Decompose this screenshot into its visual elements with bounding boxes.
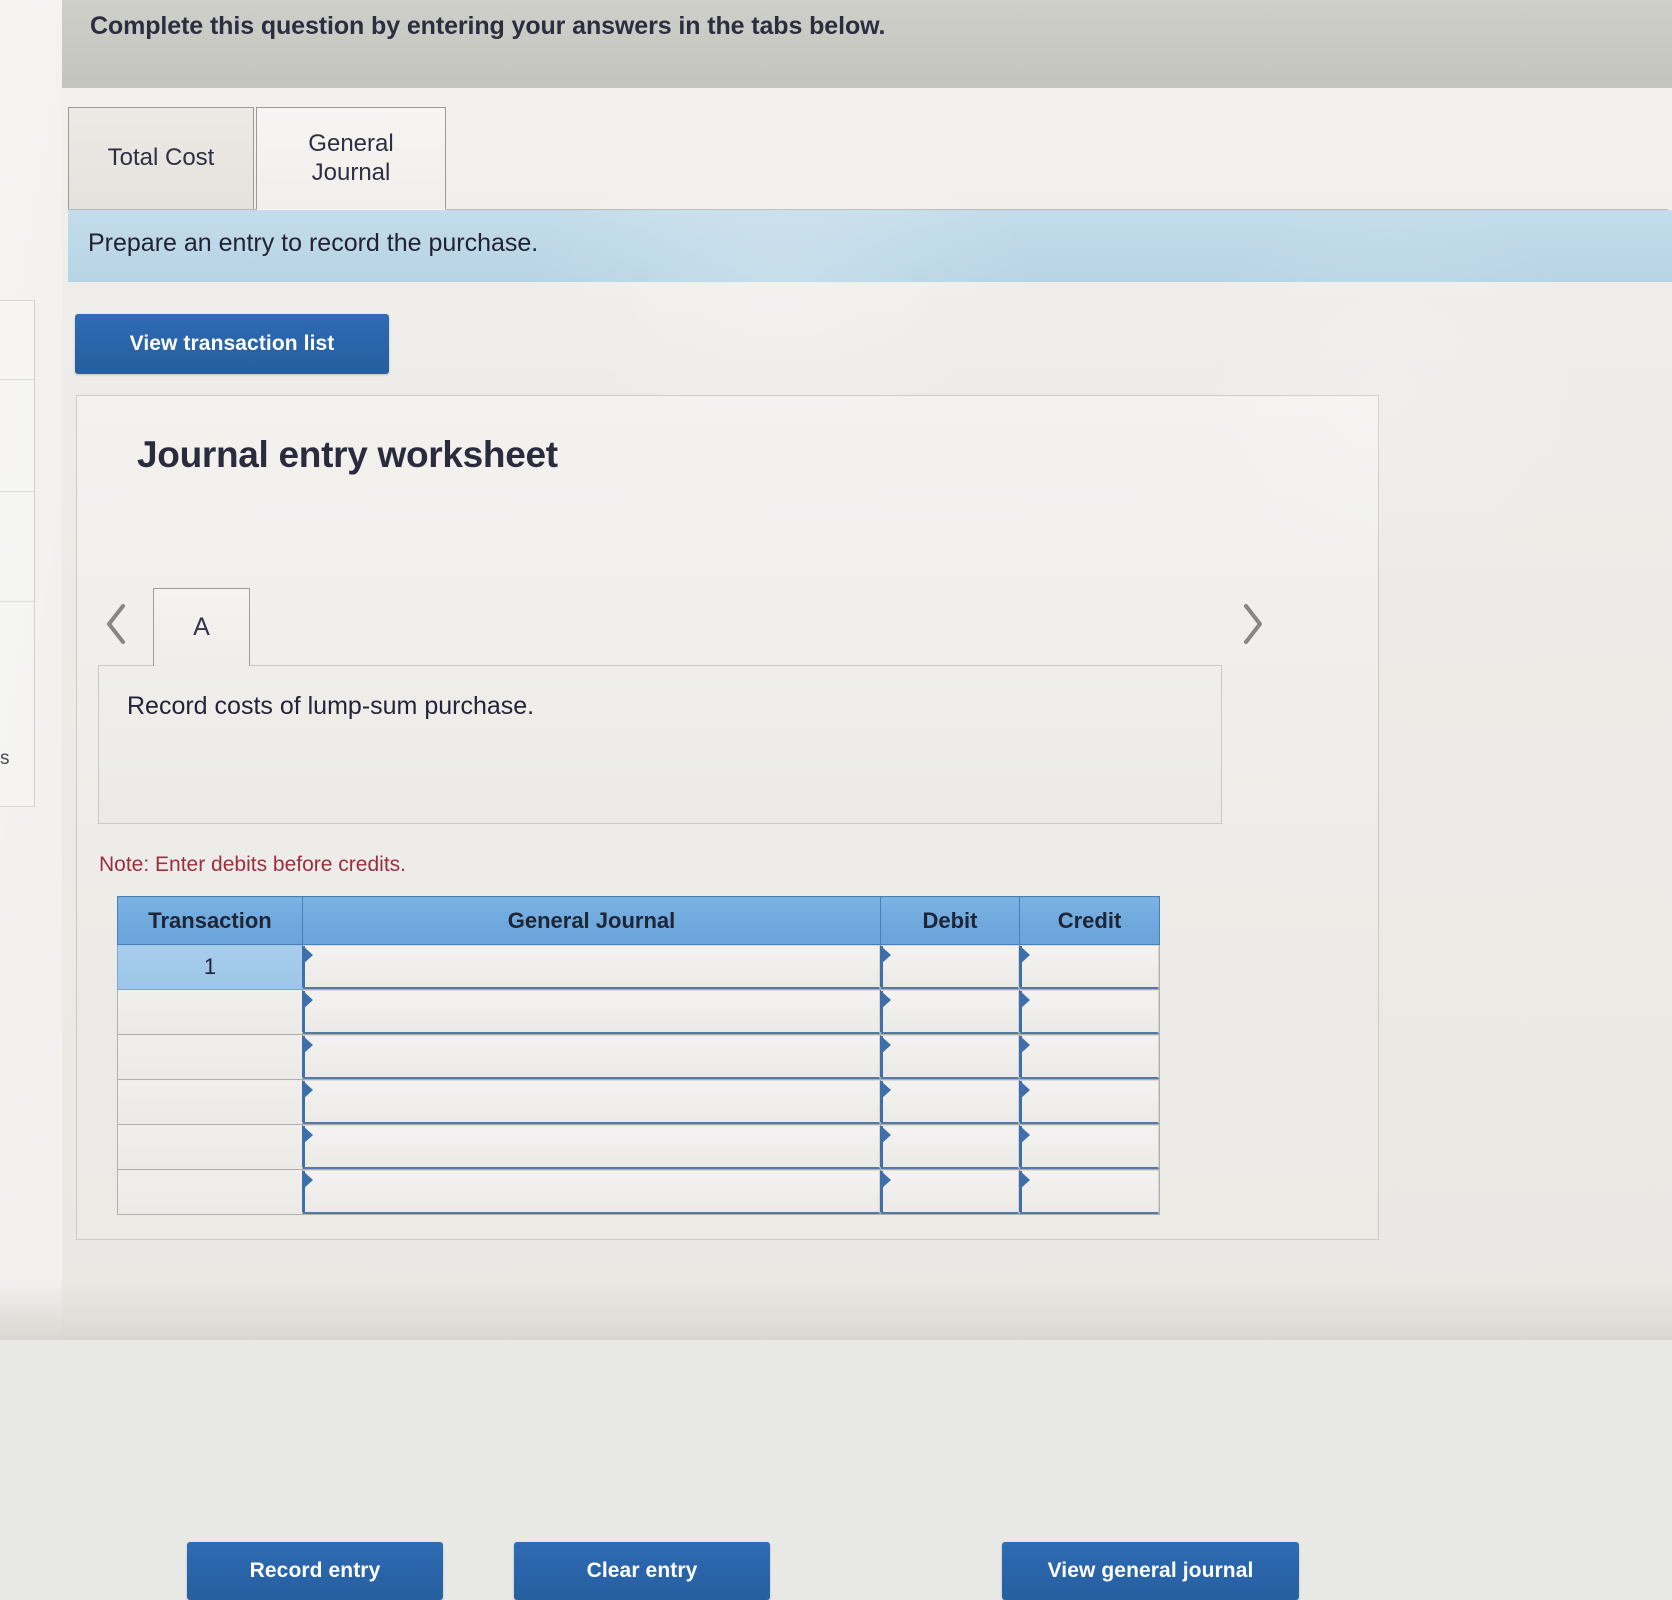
- credit-input[interactable]: [1019, 1080, 1159, 1124]
- debit-input[interactable]: [880, 1035, 1019, 1079]
- chevron-left-icon[interactable]: [96, 596, 136, 652]
- table-row: [117, 1124, 1160, 1170]
- journal-entry-worksheet-panel: Journal entry worksheet A Record: [76, 395, 1379, 1600]
- column-header-transaction: Transaction: [117, 896, 303, 945]
- account-select[interactable]: [302, 1035, 880, 1079]
- general-journal-cell[interactable]: [302, 1124, 881, 1170]
- chevron-right-icon[interactable]: [1232, 596, 1272, 652]
- tab-total-cost-label: Total Cost: [107, 144, 215, 172]
- view-transaction-list-label: View transaction list: [129, 332, 335, 355]
- tab-total-cost[interactable]: Total Cost: [68, 107, 254, 210]
- table-row: [117, 1034, 1160, 1080]
- general-journal-cell[interactable]: [302, 1034, 881, 1080]
- credit-input[interactable]: [1019, 1035, 1159, 1079]
- transaction-number-cell[interactable]: [117, 1079, 303, 1125]
- account-select[interactable]: [302, 1125, 880, 1169]
- question-panel: Total Cost General Journal Prepare an en…: [62, 88, 1672, 1600]
- entry-description-box: Record costs of lump-sum purchase.: [98, 665, 1222, 824]
- tab-general-journal-label: General Journal: [308, 130, 394, 186]
- instruction-text: Complete this question by entering your …: [90, 12, 886, 40]
- account-select[interactable]: [302, 1170, 880, 1214]
- table-row: [117, 1169, 1160, 1215]
- debit-input[interactable]: [880, 990, 1019, 1034]
- transaction-number-cell[interactable]: [117, 1124, 303, 1170]
- debit-cell[interactable]: [880, 944, 1020, 990]
- credit-input[interactable]: [1019, 1125, 1159, 1169]
- tab-general-journal[interactable]: General Journal: [256, 107, 446, 210]
- table-row: 1: [117, 944, 1160, 990]
- credit-input[interactable]: [1019, 945, 1159, 989]
- general-journal-cell[interactable]: [302, 1079, 881, 1125]
- instruction-bar: Complete this question by entering your …: [62, 0, 1672, 88]
- debit-cell[interactable]: [880, 1124, 1020, 1170]
- table-row: [117, 1079, 1160, 1125]
- transaction-number-cell[interactable]: [117, 1034, 303, 1080]
- prepare-instruction-text: Prepare an entry to record the purchase.: [88, 229, 539, 257]
- column-header-debit: Debit: [880, 896, 1020, 945]
- tab-strip-divider: [68, 209, 1668, 210]
- credit-cell[interactable]: [1019, 989, 1160, 1035]
- entry-description-text: Record costs of lump-sum purchase.: [127, 692, 535, 720]
- table-row: [117, 989, 1160, 1035]
- credit-cell[interactable]: [1019, 1124, 1160, 1170]
- credit-input[interactable]: [1019, 990, 1159, 1034]
- general-journal-cell[interactable]: [302, 1169, 881, 1215]
- journal-entry-table-body: 1: [117, 944, 1160, 1215]
- answer-tabs: Total Cost General Journal: [68, 107, 1668, 210]
- debit-input[interactable]: [880, 945, 1019, 989]
- debit-input[interactable]: [880, 1125, 1019, 1169]
- worksheet-entry-tab-a[interactable]: A: [153, 588, 250, 666]
- debit-cell[interactable]: [880, 989, 1020, 1035]
- credit-input[interactable]: [1019, 1170, 1159, 1214]
- view-general-journal-label: View general journal: [1047, 1559, 1254, 1582]
- account-select[interactable]: [302, 990, 880, 1034]
- transaction-number-cell[interactable]: [117, 1169, 303, 1215]
- transaction-number-cell[interactable]: 1: [117, 944, 303, 990]
- debit-cell[interactable]: [880, 1034, 1020, 1080]
- prepare-instruction-strip: Prepare an entry to record the purchase.: [68, 210, 1672, 282]
- credit-cell[interactable]: [1019, 1169, 1160, 1215]
- worksheet-entry-tab-a-label: A: [193, 613, 210, 641]
- column-header-credit: Credit: [1019, 896, 1160, 945]
- debits-before-credits-note: Note: Enter debits before credits.: [99, 853, 406, 876]
- journal-entry-table: Transaction General Journal Debit Credit…: [117, 896, 1160, 1215]
- debit-input[interactable]: [880, 1170, 1019, 1214]
- table-header-row: Transaction General Journal Debit Credit: [117, 896, 1160, 945]
- column-header-general-journal: General Journal: [302, 896, 881, 945]
- debit-cell[interactable]: [880, 1079, 1020, 1125]
- credit-cell[interactable]: [1019, 1079, 1160, 1125]
- general-journal-cell[interactable]: [302, 989, 881, 1035]
- worksheet-pager: A: [77, 588, 1378, 666]
- offscreen-panel-sliver: [0, 300, 35, 807]
- offscreen-partial-text: s: [0, 748, 10, 769]
- record-entry-label: Record entry: [249, 1559, 381, 1582]
- view-transaction-list-button[interactable]: View transaction list: [75, 314, 389, 374]
- credit-cell[interactable]: [1019, 944, 1160, 990]
- worksheet-title: Journal entry worksheet: [137, 434, 558, 475]
- clear-entry-label: Clear entry: [586, 1559, 698, 1582]
- transaction-number-cell[interactable]: [117, 989, 303, 1035]
- account-select[interactable]: [302, 945, 880, 989]
- debit-input[interactable]: [880, 1080, 1019, 1124]
- general-journal-cell[interactable]: [302, 944, 881, 990]
- clear-entry-button[interactable]: Clear entry: [514, 1542, 770, 1600]
- record-entry-button[interactable]: Record entry: [187, 1542, 443, 1600]
- debit-cell[interactable]: [880, 1169, 1020, 1215]
- account-select[interactable]: [302, 1080, 880, 1124]
- credit-cell[interactable]: [1019, 1034, 1160, 1080]
- view-general-journal-button[interactable]: View general journal: [1002, 1542, 1299, 1600]
